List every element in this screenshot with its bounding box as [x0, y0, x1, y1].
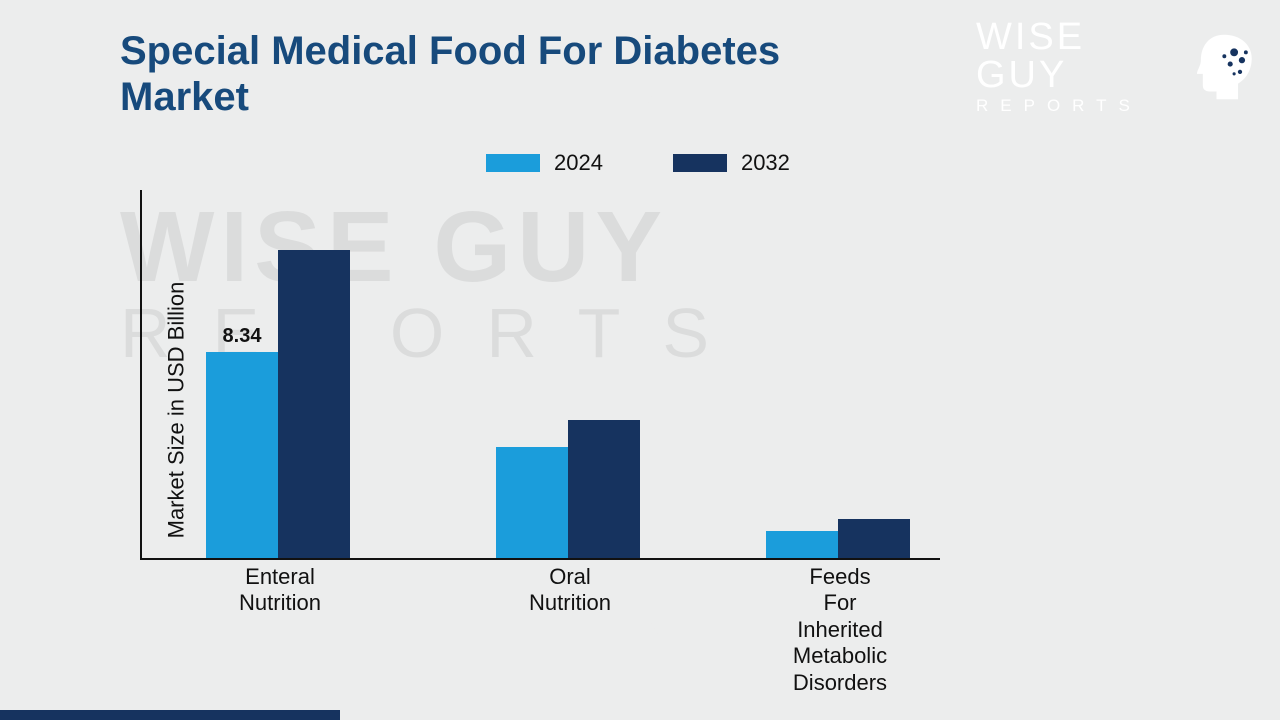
legend-label-2032: 2032: [741, 150, 790, 176]
brand-logo-text: WISE GUY REPORTS: [976, 18, 1185, 116]
legend-item-2024: 2024: [486, 150, 603, 176]
brand-logo-bottom: REPORTS: [976, 96, 1185, 116]
bar-2024: [206, 352, 278, 558]
brand-logo-top: WISE GUY: [976, 18, 1185, 94]
chart-title: Special Medical Food For Diabetes Market: [120, 28, 860, 120]
legend-swatch-2032: [673, 154, 727, 172]
page: WISE GUY REPORTS WISE GUY REPORTS Specia…: [0, 0, 1280, 720]
legend-swatch-2024: [486, 154, 540, 172]
bar-pair: [202, 188, 362, 558]
bar-2032: [838, 519, 910, 558]
bottom-accent-strip: [0, 710, 340, 720]
brand-logo: WISE GUY REPORTS: [976, 18, 1256, 116]
bar-2032: [568, 420, 640, 558]
bar-2024: [766, 531, 838, 558]
x-axis-category-label: EnteralNutrition: [190, 564, 370, 617]
bar-value-label: 8.34: [206, 325, 278, 348]
x-axis-category-label: OralNutrition: [480, 564, 660, 617]
bar-2024: [496, 447, 568, 558]
legend-item-2032: 2032: [673, 150, 790, 176]
chart-area: Market Size in USD Billion 2024 2032 8.3…: [56, 150, 956, 670]
legend-label-2024: 2024: [554, 150, 603, 176]
x-axis-category-label: FeedsForInheritedMetabolicDisorders: [750, 564, 930, 696]
bar-2032: [278, 250, 350, 558]
legend: 2024 2032: [486, 150, 790, 176]
bar-pair: [492, 188, 652, 558]
brand-head-icon: [1195, 32, 1256, 102]
bar-pair: [762, 188, 922, 558]
plot-area: 8.34: [140, 190, 940, 560]
